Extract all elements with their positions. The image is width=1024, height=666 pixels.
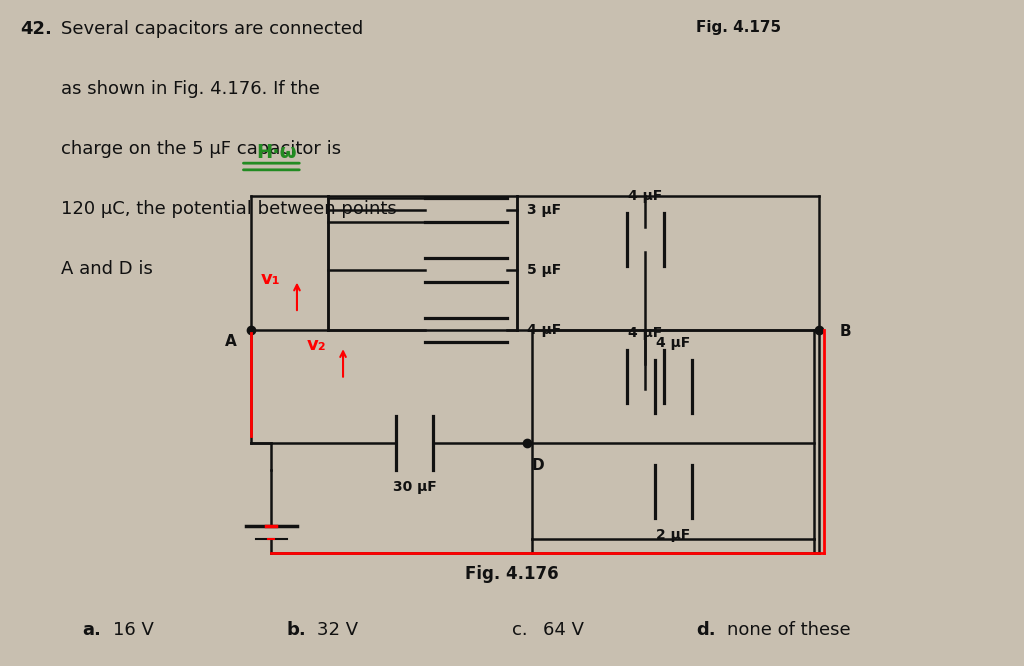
Text: 4 μF: 4 μF bbox=[628, 189, 663, 203]
Text: 120 μC, the potential between points: 120 μC, the potential between points bbox=[61, 200, 397, 218]
Text: 30 μF: 30 μF bbox=[393, 480, 436, 494]
Text: d.: d. bbox=[696, 621, 716, 639]
Text: 4 μF: 4 μF bbox=[527, 322, 561, 337]
Text: H·ω: H·ω bbox=[256, 143, 297, 163]
Text: Fig. 4.176: Fig. 4.176 bbox=[465, 565, 559, 583]
Text: 3 μF: 3 μF bbox=[527, 202, 561, 217]
Text: A and D is: A and D is bbox=[61, 260, 154, 278]
Text: 16 V: 16 V bbox=[113, 621, 154, 639]
Text: Several capacitors are connected: Several capacitors are connected bbox=[61, 20, 364, 38]
Text: c.: c. bbox=[512, 621, 527, 639]
Text: b.: b. bbox=[287, 621, 306, 639]
Text: v₂: v₂ bbox=[307, 336, 327, 354]
Text: D: D bbox=[531, 458, 544, 473]
Text: B: B bbox=[840, 324, 851, 340]
Text: as shown in Fig. 4.176. If the: as shown in Fig. 4.176. If the bbox=[61, 80, 321, 98]
Text: 4 μF: 4 μF bbox=[628, 326, 663, 340]
Text: A: A bbox=[224, 334, 237, 350]
Text: Fig. 4.175: Fig. 4.175 bbox=[696, 20, 781, 35]
Text: 2 μF: 2 μF bbox=[656, 527, 690, 542]
Text: 32 V: 32 V bbox=[317, 621, 358, 639]
Text: 4 μF: 4 μF bbox=[656, 336, 690, 350]
Text: 42.: 42. bbox=[20, 20, 52, 38]
Text: charge on the 5 μF capacitor is: charge on the 5 μF capacitor is bbox=[61, 140, 342, 158]
Text: 64 V: 64 V bbox=[543, 621, 584, 639]
Text: a.: a. bbox=[82, 621, 100, 639]
Text: none of these: none of these bbox=[727, 621, 851, 639]
Text: 5 μF: 5 μF bbox=[527, 262, 561, 277]
Text: v₁: v₁ bbox=[261, 270, 281, 288]
